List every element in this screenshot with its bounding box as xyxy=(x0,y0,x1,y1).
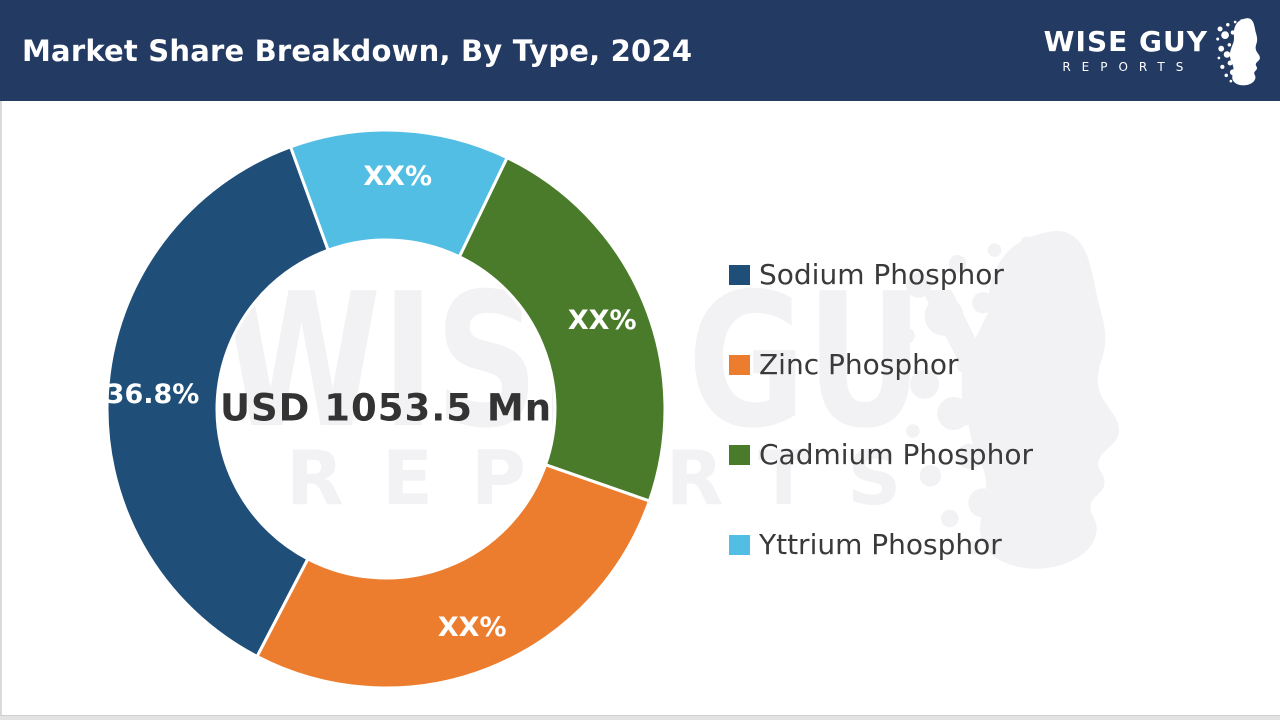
left-border xyxy=(0,101,2,720)
legend: Sodium Phosphor Zinc Phosphor Cadmium Phos… xyxy=(729,258,1033,562)
legend-label: Yttrium Phosphor xyxy=(759,528,1002,561)
logo-wordmark: WISE GUY xyxy=(1043,25,1208,59)
donut-center-value: USD 1053.5 Mn xyxy=(219,386,553,430)
legend-item: Yttrium Phosphor xyxy=(729,528,1033,562)
legend-label: Zinc Phosphor xyxy=(759,348,959,381)
legend-swatch xyxy=(729,535,750,555)
chart-area: WISE GUY REPORTS USD 1053.5 Mn Sodium Ph… xyxy=(0,101,1280,720)
bottom-border xyxy=(0,715,1280,720)
legend-label: Cadmium Phosphor xyxy=(759,438,1033,471)
legend-item: Zinc Phosphor xyxy=(729,348,1033,382)
legend-swatch xyxy=(729,355,750,375)
page-title: Market Share Breakdown, By Type, 2024 xyxy=(22,33,693,68)
legend-item: Cadmium Phosphor xyxy=(729,438,1033,472)
wiseguy-logo: WISE GUY REPORTS xyxy=(1044,13,1268,89)
header-bar: Market Share Breakdown, By Type, 2024 WI… xyxy=(0,0,1280,101)
legend-label: Sodium Phosphor xyxy=(759,258,1004,291)
legend-swatch xyxy=(729,445,750,465)
logo-subtitle: REPORTS xyxy=(1062,59,1195,74)
legend-item: Sodium Phosphor xyxy=(729,258,1033,292)
logo-text: WISE GUY REPORTS xyxy=(1043,25,1208,74)
legend-swatch xyxy=(729,265,750,285)
logo-face-icon xyxy=(1216,17,1260,85)
